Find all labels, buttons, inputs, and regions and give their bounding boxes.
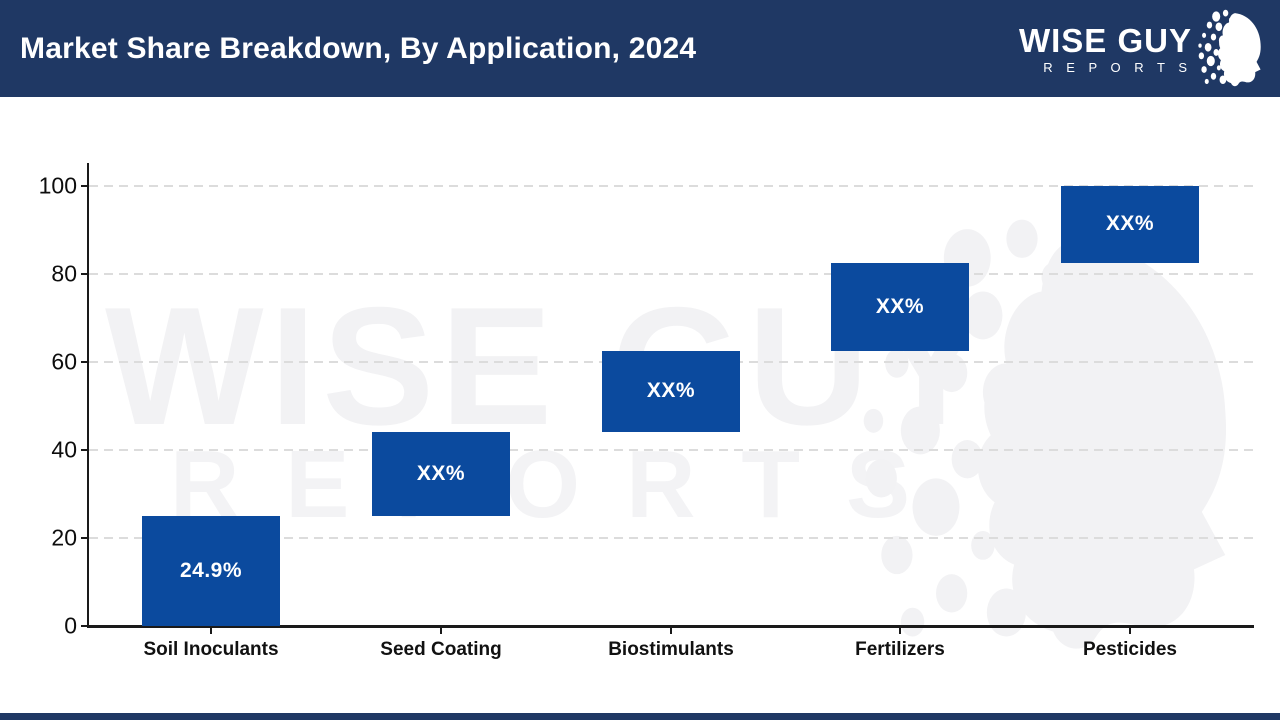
bar-value-label-pesticides: XX% (1105, 212, 1155, 236)
x-tickmark-pesticides (1129, 628, 1131, 634)
x-category-label-soil-inoculants: Soil Inoculants (143, 639, 279, 660)
header-bar: Market Share Breakdown, By Application, … (0, 0, 1280, 97)
bar-value-label-seed-coating: XX% (416, 461, 466, 485)
bar-seed-coating: XX% (372, 431, 510, 517)
logo-wordmark: WISE GUY (1018, 21, 1192, 59)
x-tickmark-biostimulants (670, 628, 672, 634)
logo-subtitle: R E P O R T S (1043, 59, 1192, 75)
y-tickmark-0 (81, 625, 89, 627)
x-category-label-biostimulants: Biostimulants (608, 639, 734, 660)
y-tickmark-80 (81, 273, 89, 275)
bar-fertilizers: XX% (831, 262, 969, 352)
footer-bar (0, 713, 1280, 720)
y-tick-label-80: 80 (51, 260, 77, 287)
bar-pesticides: XX% (1061, 186, 1199, 263)
bar-biostimulants: XX% (602, 351, 740, 432)
x-category-label-pesticides: Pesticides (1083, 639, 1177, 660)
x-tickmark-soil-inoculants (210, 628, 212, 634)
wiseguy-logo: WISE GUY R E P O R T S (1019, 8, 1270, 90)
page-title: Market Share Breakdown, By Application, … (20, 31, 697, 65)
gridline-40 (89, 449, 1254, 451)
y-axis-line (87, 163, 89, 626)
y-tick-label-20: 20 (51, 524, 77, 551)
y-tickmark-20 (81, 537, 89, 539)
x-category-label-seed-coating: Seed Coating (380, 639, 502, 660)
y-tick-label-100: 100 (38, 172, 77, 199)
y-tickmark-100 (81, 185, 89, 187)
bar-value-label-fertilizers: XX% (875, 294, 925, 318)
x-category-label-fertilizers: Fertilizers (855, 639, 945, 660)
bar-value-label-soil-inoculants: 24.9% (179, 559, 243, 583)
x-tickmark-fertilizers (899, 628, 901, 634)
y-tickmark-40 (81, 449, 89, 451)
bar-value-label-biostimulants: XX% (646, 379, 696, 403)
gridline-100 (89, 185, 1254, 187)
bar-soil-inoculants: 24.9% (142, 516, 280, 626)
logo-text: WISE GUY R E P O R T S (1019, 24, 1192, 74)
gridline-80 (89, 273, 1254, 275)
x-axis-line (87, 625, 1254, 628)
y-tick-label-40: 40 (51, 436, 77, 463)
logo-face-icon (1198, 9, 1261, 86)
y-tickmark-60 (81, 361, 89, 363)
gridline-20 (89, 537, 1254, 539)
y-tick-label-0: 0 (64, 612, 77, 639)
x-tickmark-seed-coating (440, 628, 442, 634)
y-tick-label-60: 60 (51, 348, 77, 375)
watermark-text-reports: REPORTS (170, 431, 957, 538)
